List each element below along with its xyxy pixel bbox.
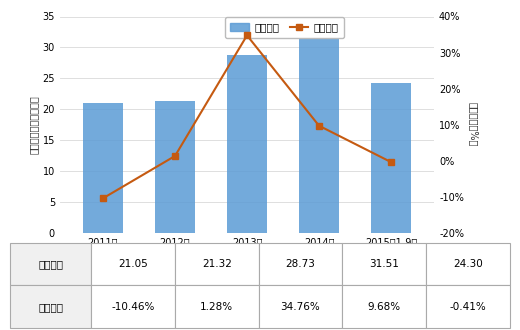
Bar bbox=[155, 101, 195, 233]
Y-axis label: 同比增速（%）: 同比增速（%） bbox=[468, 102, 478, 147]
Bar bbox=[299, 38, 339, 233]
Y-axis label: 进口金额（百万美元）: 进口金额（百万美元） bbox=[28, 95, 38, 154]
Bar bbox=[83, 103, 123, 233]
Legend: 进口金额, 同比增长: 进口金额, 同比增长 bbox=[225, 17, 344, 38]
Bar bbox=[227, 55, 267, 233]
Bar bbox=[371, 82, 411, 233]
